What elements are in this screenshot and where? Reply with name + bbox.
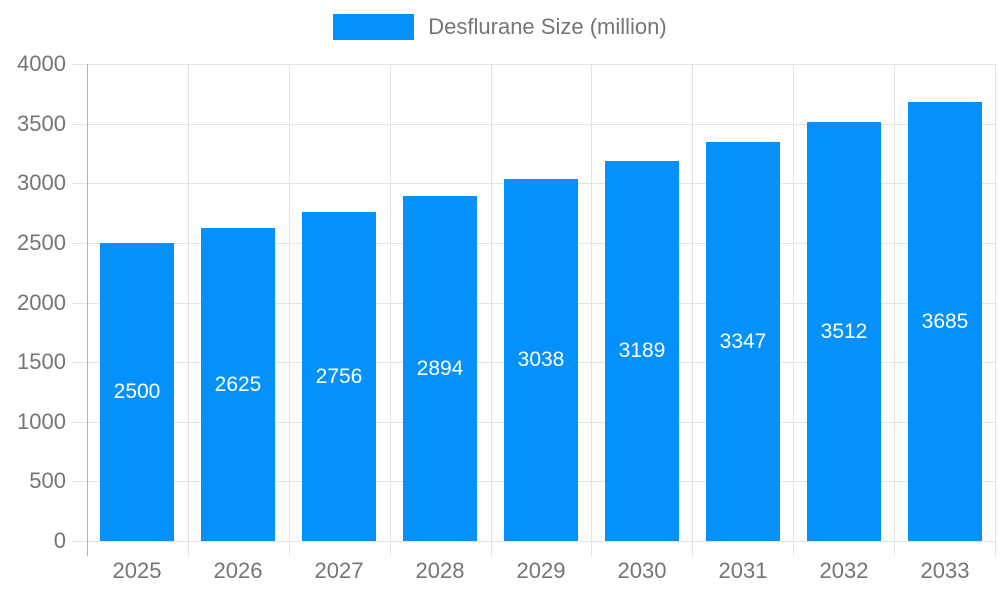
bar-value-label: 2625 [214, 372, 262, 396]
y-axis-tick-label: 3500 [17, 111, 66, 136]
gridline [591, 64, 592, 556]
bar-2027[interactable]: 2756 [302, 212, 376, 541]
y-axis-tick-label: 2000 [17, 290, 66, 315]
x-axis-tick-label: 2030 [617, 558, 667, 583]
y-axis-tick-label: 3000 [17, 170, 66, 195]
gridline [995, 64, 996, 556]
x-axis-tick-label: 2025 [112, 558, 162, 583]
legend-item[interactable]: Desflurane Size (million) [333, 14, 667, 40]
bar-2029[interactable]: 3038 [504, 179, 578, 541]
bar-value-label: 3685 [921, 309, 969, 333]
gridline [692, 64, 693, 556]
gridline [894, 64, 895, 556]
gridline [72, 541, 995, 542]
gridline [72, 124, 995, 125]
bar-value-label: 2756 [315, 364, 363, 388]
bar-2025[interactable]: 2500 [100, 243, 174, 541]
bar-2031[interactable]: 3347 [706, 142, 780, 541]
bar-2033[interactable]: 3685 [908, 102, 982, 541]
gridline [793, 64, 794, 556]
gridline [289, 64, 290, 556]
gridline [390, 64, 391, 556]
x-axis-tick-label: 2029 [516, 558, 566, 583]
x-axis-tick-label: 2031 [718, 558, 768, 583]
gridline [188, 64, 189, 556]
bar-value-label: 2894 [416, 356, 464, 380]
x-axis-tick-label: 2032 [819, 558, 869, 583]
bar-2030[interactable]: 3189 [605, 161, 679, 541]
bar-2028[interactable]: 2894 [403, 196, 477, 541]
y-axis-tick-label: 1000 [17, 409, 66, 434]
legend: Desflurane Size (million) [0, 14, 1000, 40]
x-axis-tick-label: 2027 [314, 558, 364, 583]
bar-value-label: 2500 [113, 380, 161, 403]
gridline [491, 64, 492, 556]
y-axis-tick-label: 4000 [17, 51, 66, 76]
y-axis-tick-label: 0 [53, 528, 66, 553]
legend-swatch [333, 14, 415, 40]
bar-value-label: 3347 [719, 329, 767, 353]
x-axis-tick-label: 2026 [213, 558, 263, 583]
y-axis-line [87, 64, 88, 556]
bar-value-label: 3189 [618, 339, 666, 362]
x-axis-tick-label: 2033 [920, 558, 970, 583]
y-axis-tick-label: 2500 [17, 230, 66, 255]
bar-2032[interactable]: 3512 [807, 122, 881, 541]
bar-2026[interactable]: 2625 [201, 228, 275, 541]
x-axis-tick-label: 2028 [415, 558, 465, 583]
bar-value-label: 3038 [517, 348, 565, 371]
y-axis-tick-label: 1500 [17, 349, 66, 374]
y-axis-tick-label: 500 [29, 468, 66, 493]
legend-label: Desflurane Size (million) [428, 14, 667, 39]
bar-value-label: 3512 [820, 319, 868, 343]
gridline [72, 64, 995, 65]
